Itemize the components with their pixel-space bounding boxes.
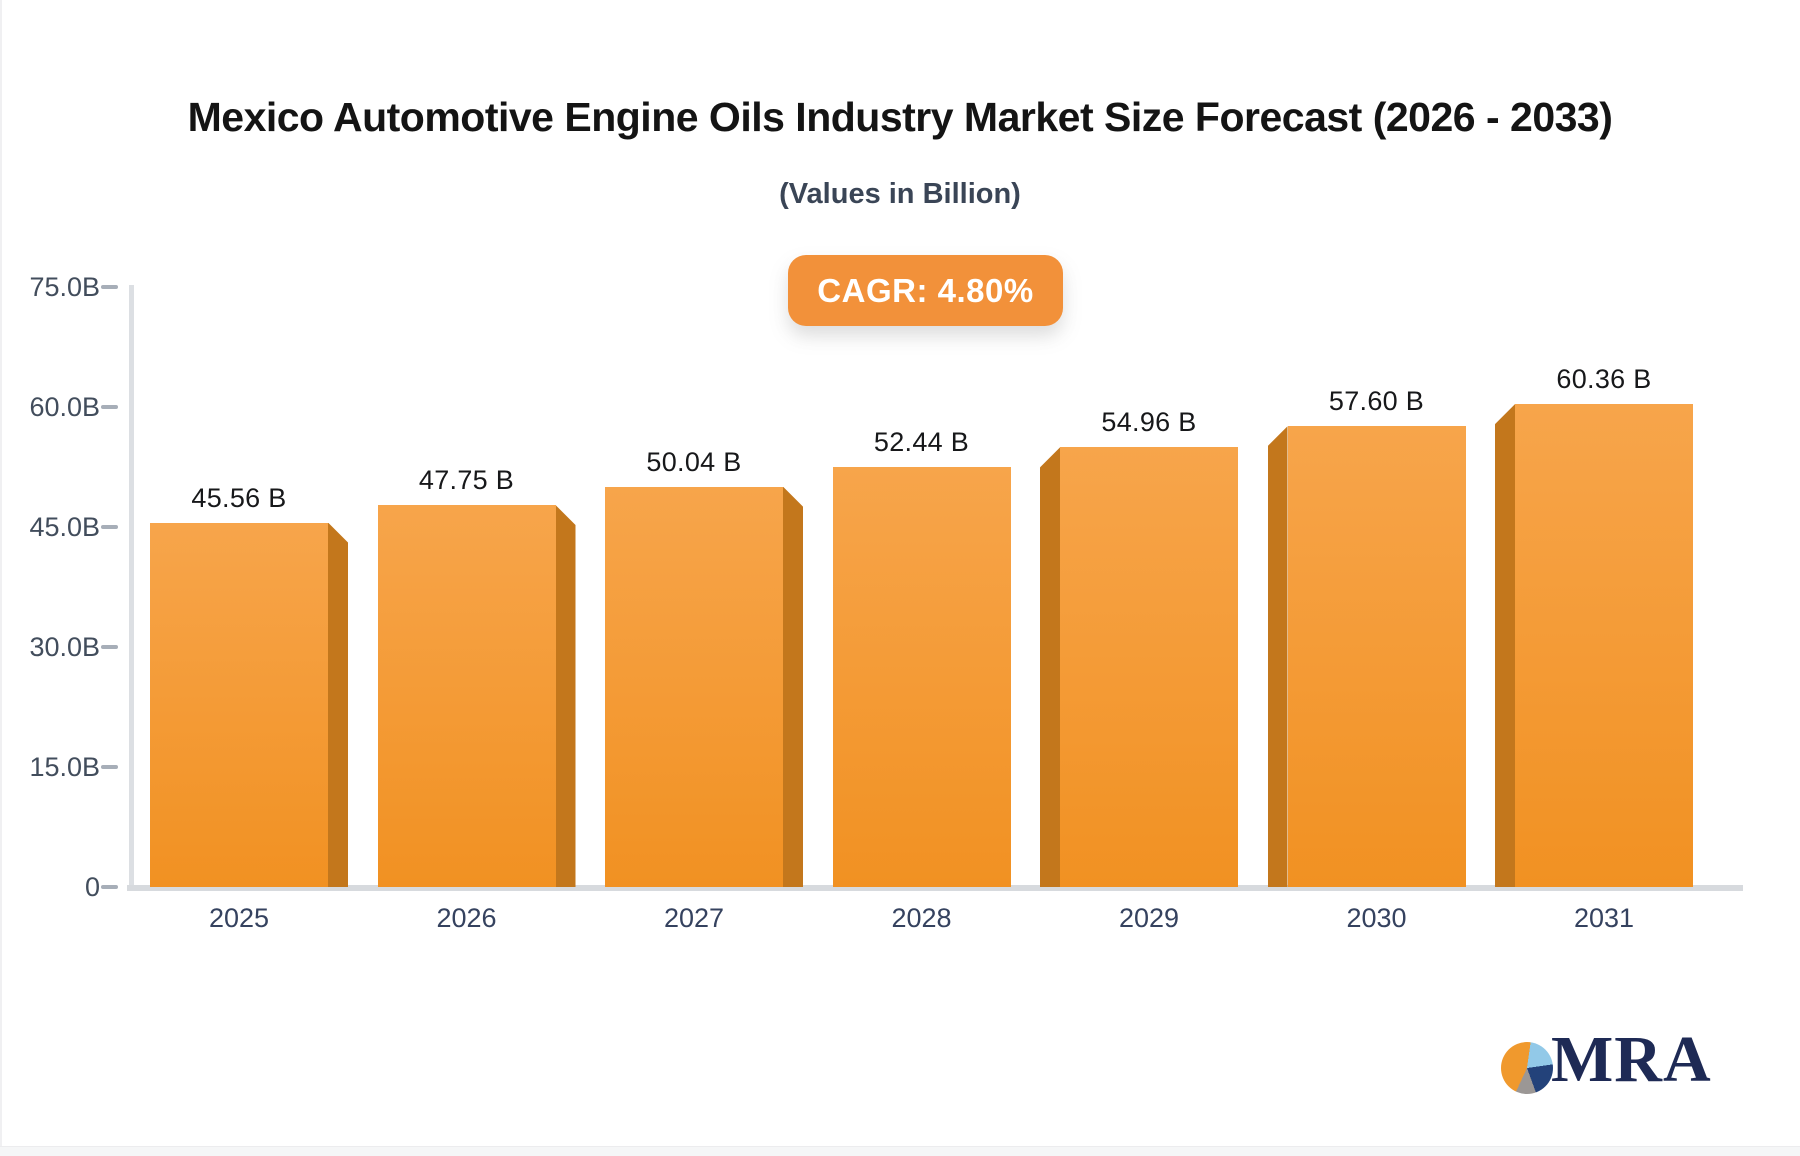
bar-side-2031 [1495,404,1515,887]
x-axis-line [127,885,1743,891]
y-axis-label: 75.0B [29,272,100,302]
mra-logo: MRA [1501,1026,1712,1094]
y-tick-mark [101,525,118,529]
bar-value-label: 54.96 B [1101,407,1197,438]
bar-2027 [605,486,783,887]
cagr-badge: CAGR: 4.80% [788,255,1063,326]
bar-side-2027 [783,486,803,887]
bar-side-2026 [555,505,576,887]
bar-value-label: 57.60 B [1328,386,1425,417]
pie-chart-logo-icon [1501,1042,1553,1094]
bar-side-2030 [1267,426,1288,887]
bar-side-2025 [328,522,348,887]
x-axis-label: 2026 [436,903,497,933]
y-tick-mark [101,885,118,889]
bar-value-label: 60.36 B [1556,364,1652,395]
y-tick-mark [101,405,118,409]
bar-value-label: 45.56 B [191,482,287,513]
x-axis-label: 2030 [1346,903,1407,933]
bar-2026 [377,505,556,887]
bar-value-label: 52.44 B [873,427,970,458]
bar-2031 [1515,404,1693,887]
y-tick-mark [101,765,118,769]
chart-subtitle: (Values in Billion) [779,178,1021,210]
x-axis-label: 2028 [891,903,952,933]
bar-2030 [1287,426,1466,887]
x-axis-label: 2029 [1118,903,1180,933]
bar-value-label: 47.75 B [418,465,515,495]
x-axis-label: 2027 [663,903,725,933]
y-axis-label: 0 [84,872,100,902]
x-axis-label: 2025 [208,903,270,933]
chart-title: Mexico Automotive Engine Oils Industry M… [187,94,1613,140]
bar-2028 [832,467,1011,887]
y-axis-label: 15.0B [29,752,100,782]
y-axis-line [129,285,134,887]
bar-value-label: 50.04 B [646,446,742,477]
window-edge-left [0,0,2,1156]
y-tick-mark [101,645,118,649]
y-axis-label: 30.0B [29,632,100,662]
logo-text: MRA [1551,1023,1712,1096]
x-axis-label: 2031 [1573,903,1635,933]
cagr-badge-label: CAGR: 4.80% [817,271,1034,309]
window-edge-bottom [0,1146,1800,1156]
y-axis-label: 45.0B [29,512,100,542]
bar-2029 [1060,447,1238,887]
y-axis-label: 60.0B [29,392,100,422]
y-tick-mark [101,285,118,289]
bar-side-2029 [1040,447,1060,887]
bar-2025 [150,522,328,887]
